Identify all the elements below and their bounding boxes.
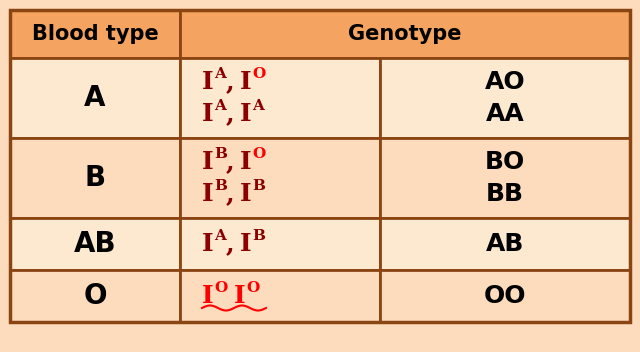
Text: I: I <box>202 232 214 256</box>
Text: I: I <box>240 232 252 256</box>
Text: I: I <box>234 284 246 308</box>
Bar <box>10 218 180 270</box>
Text: ,: , <box>226 150 235 174</box>
Text: I: I <box>240 150 252 174</box>
Bar <box>380 58 630 138</box>
Bar <box>180 270 380 322</box>
Text: Blood type: Blood type <box>31 24 158 44</box>
Text: I: I <box>202 284 214 308</box>
Text: B: B <box>84 164 106 192</box>
Text: BB: BB <box>486 182 524 206</box>
Bar <box>10 10 180 58</box>
Text: I: I <box>240 70 252 94</box>
Text: AA: AA <box>486 102 524 126</box>
Text: B: B <box>252 229 265 243</box>
Text: I: I <box>202 182 214 206</box>
Text: Genotype: Genotype <box>348 24 461 44</box>
Text: A: A <box>214 229 226 243</box>
Bar <box>380 138 630 218</box>
Text: B: B <box>214 179 227 193</box>
Bar <box>180 10 630 58</box>
Bar <box>10 270 180 322</box>
Bar <box>10 138 180 218</box>
Bar <box>180 58 380 138</box>
Text: O: O <box>83 282 107 310</box>
Text: BO: BO <box>485 150 525 174</box>
Bar <box>10 58 180 138</box>
Text: B: B <box>252 179 265 193</box>
Text: I: I <box>202 70 214 94</box>
Bar <box>180 138 380 218</box>
Text: ,: , <box>226 102 235 126</box>
Bar <box>380 218 630 270</box>
Text: O: O <box>252 147 265 161</box>
Text: A: A <box>214 67 226 81</box>
Text: AO: AO <box>484 70 525 94</box>
Text: I: I <box>202 102 214 126</box>
Text: I: I <box>202 150 214 174</box>
Text: O: O <box>214 281 227 295</box>
Bar <box>380 270 630 322</box>
Text: A: A <box>84 84 106 112</box>
Text: I: I <box>240 102 252 126</box>
Text: OO: OO <box>484 284 526 308</box>
Text: ,: , <box>226 232 235 256</box>
Text: A: A <box>252 99 264 113</box>
Text: ,: , <box>226 182 235 206</box>
Text: A: A <box>214 99 226 113</box>
Text: AB: AB <box>486 232 524 256</box>
Text: I: I <box>240 182 252 206</box>
Text: B: B <box>214 147 227 161</box>
Bar <box>10 10 630 322</box>
Text: AB: AB <box>74 230 116 258</box>
Text: ,: , <box>226 70 235 94</box>
Bar <box>180 218 380 270</box>
Text: O: O <box>246 281 259 295</box>
Text: O: O <box>252 67 265 81</box>
